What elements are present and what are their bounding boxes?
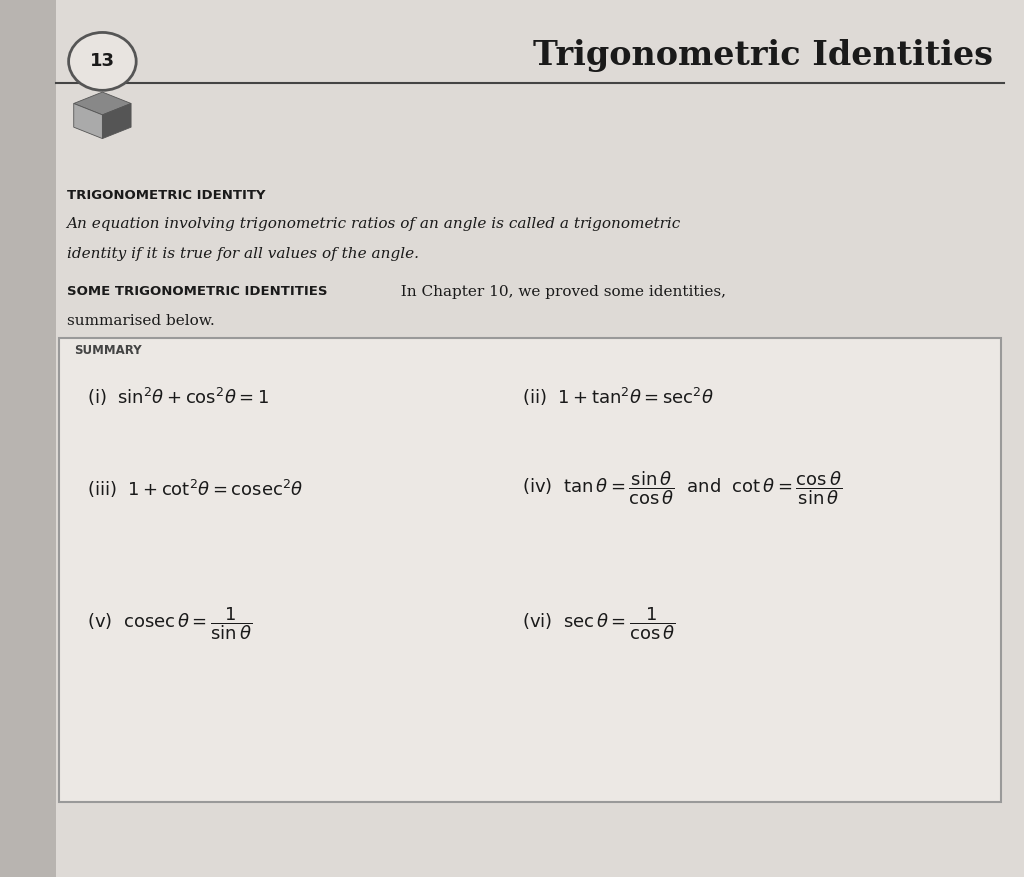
Text: (iii)  $1 + \mathrm{cot}^2\theta = \mathrm{cosec}^2\theta$: (iii) $1 + \mathrm{cot}^2\theta = \mathr… bbox=[87, 478, 303, 500]
Polygon shape bbox=[74, 103, 102, 139]
Text: An equation involving trigonometric ratios of an angle is called a trigonometric: An equation involving trigonometric rati… bbox=[67, 217, 681, 232]
Polygon shape bbox=[74, 92, 131, 115]
Text: (ii)  $1 + \mathrm{tan}^2\theta = \mathrm{sec}^2\theta$: (ii) $1 + \mathrm{tan}^2\theta = \mathrm… bbox=[522, 386, 715, 408]
Polygon shape bbox=[102, 103, 131, 139]
Text: 13: 13 bbox=[90, 53, 115, 70]
Text: SUMMARY: SUMMARY bbox=[74, 344, 141, 357]
Text: summarised below.: summarised below. bbox=[67, 314, 214, 328]
FancyBboxPatch shape bbox=[59, 338, 1001, 802]
Text: SOME TRIGONOMETRIC IDENTITIES: SOME TRIGONOMETRIC IDENTITIES bbox=[67, 285, 327, 298]
Text: (v)  $\mathrm{cosec}\,\theta = \dfrac{1}{\mathrm{sin}\,\theta}$: (v) $\mathrm{cosec}\,\theta = \dfrac{1}{… bbox=[87, 605, 252, 642]
FancyBboxPatch shape bbox=[56, 0, 1024, 877]
Text: In Chapter 10, we proved some identities,: In Chapter 10, we proved some identities… bbox=[391, 285, 726, 299]
Text: (iv)  $\mathrm{tan}\,\theta = \dfrac{\mathrm{sin}\,\theta}{\mathrm{cos}\,\theta}: (iv) $\mathrm{tan}\,\theta = \dfrac{\mat… bbox=[522, 469, 843, 507]
Text: (vi)  $\mathrm{sec}\,\theta = \dfrac{1}{\mathrm{cos}\,\theta}$: (vi) $\mathrm{sec}\,\theta = \dfrac{1}{\… bbox=[522, 605, 676, 642]
FancyBboxPatch shape bbox=[0, 0, 56, 877]
Circle shape bbox=[69, 32, 136, 90]
Text: identity if it is true for all values of the angle.: identity if it is true for all values of… bbox=[67, 247, 419, 261]
Text: TRIGONOMETRIC IDENTITY: TRIGONOMETRIC IDENTITY bbox=[67, 189, 265, 202]
Text: Trigonometric Identities: Trigonometric Identities bbox=[534, 39, 993, 73]
Text: (i)  $\mathrm{sin}^2\theta + \mathrm{cos}^2\theta = 1$: (i) $\mathrm{sin}^2\theta + \mathrm{cos}… bbox=[87, 386, 269, 408]
